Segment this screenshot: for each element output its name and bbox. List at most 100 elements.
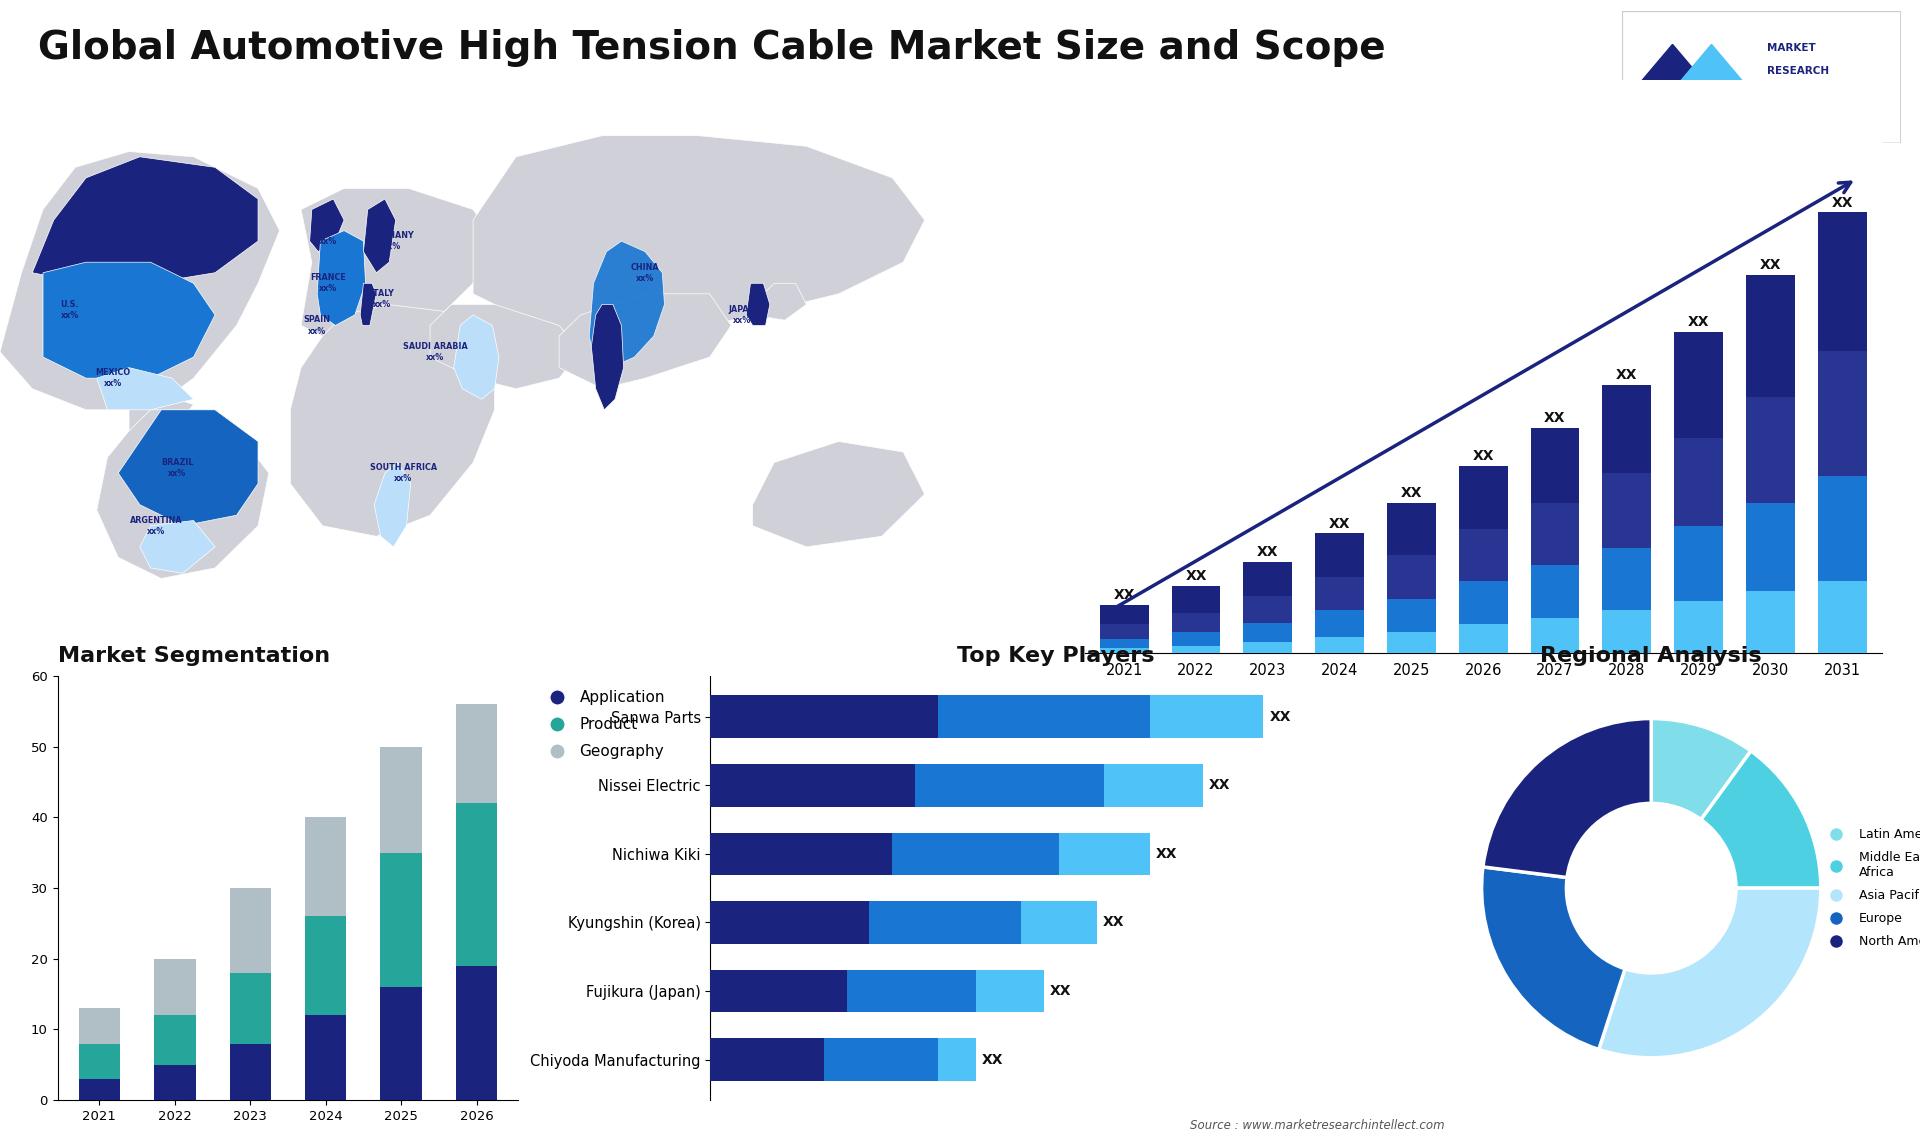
Bar bbox=[1603, 548, 1651, 610]
Bar bbox=[1745, 503, 1795, 591]
Bar bbox=[305, 917, 346, 1015]
Text: XX: XX bbox=[1156, 847, 1177, 861]
Bar bbox=[230, 1044, 271, 1100]
Text: CANADA
xx%: CANADA xx% bbox=[83, 210, 121, 230]
Polygon shape bbox=[1640, 45, 1705, 84]
Bar bbox=[1674, 601, 1722, 653]
Title: Top Key Players: Top Key Players bbox=[958, 646, 1154, 666]
Bar bbox=[380, 853, 422, 987]
Bar bbox=[1818, 352, 1866, 476]
Wedge shape bbox=[1599, 888, 1820, 1058]
Bar bbox=[710, 764, 916, 807]
Bar bbox=[1315, 637, 1363, 653]
Text: XX: XX bbox=[1269, 709, 1290, 723]
Text: XX: XX bbox=[1258, 545, 1279, 559]
Bar bbox=[916, 764, 1104, 807]
Text: XX: XX bbox=[1544, 411, 1565, 425]
Text: XX: XX bbox=[981, 1053, 1002, 1067]
Bar bbox=[1171, 645, 1221, 653]
Bar bbox=[893, 833, 1058, 876]
Bar bbox=[710, 833, 893, 876]
Bar bbox=[1674, 526, 1722, 601]
Bar bbox=[455, 966, 497, 1100]
Text: XX: XX bbox=[1402, 486, 1423, 500]
Polygon shape bbox=[430, 305, 580, 388]
Bar bbox=[1674, 332, 1722, 438]
Bar bbox=[230, 973, 271, 1044]
Bar bbox=[1244, 596, 1292, 622]
Title: Regional Analysis: Regional Analysis bbox=[1540, 646, 1763, 666]
Bar bbox=[1058, 833, 1150, 876]
Wedge shape bbox=[1651, 719, 1751, 819]
Bar bbox=[710, 1038, 824, 1081]
Bar bbox=[79, 1008, 121, 1044]
Bar bbox=[1745, 398, 1795, 503]
Polygon shape bbox=[290, 305, 495, 536]
Bar bbox=[79, 1044, 121, 1080]
Text: XX: XX bbox=[1185, 570, 1208, 583]
Polygon shape bbox=[140, 520, 215, 573]
Text: GERMANY
xx%: GERMANY xx% bbox=[371, 231, 415, 251]
Text: XX: XX bbox=[1050, 984, 1071, 998]
Bar bbox=[824, 1038, 937, 1081]
Bar bbox=[1100, 625, 1148, 638]
Polygon shape bbox=[301, 188, 495, 342]
Polygon shape bbox=[119, 410, 257, 526]
Bar bbox=[1315, 576, 1363, 610]
Bar bbox=[710, 970, 847, 1012]
Bar bbox=[380, 987, 422, 1100]
Bar bbox=[1171, 586, 1221, 613]
Bar bbox=[1530, 429, 1580, 503]
Bar bbox=[1386, 556, 1436, 598]
Bar bbox=[1674, 438, 1722, 526]
Text: U.S.
xx%: U.S. xx% bbox=[61, 299, 79, 320]
Bar bbox=[154, 1065, 196, 1100]
Bar bbox=[1459, 625, 1507, 653]
Bar bbox=[1530, 618, 1580, 653]
Polygon shape bbox=[309, 199, 344, 252]
Bar bbox=[154, 1015, 196, 1065]
FancyBboxPatch shape bbox=[1622, 11, 1901, 143]
Bar bbox=[305, 817, 346, 917]
Bar bbox=[1818, 476, 1866, 581]
Bar bbox=[1315, 533, 1363, 576]
Text: XX: XX bbox=[1759, 258, 1782, 272]
Bar bbox=[710, 901, 870, 943]
Bar bbox=[975, 970, 1044, 1012]
Bar bbox=[455, 803, 497, 966]
Bar bbox=[937, 1038, 975, 1081]
Polygon shape bbox=[747, 283, 770, 325]
Bar bbox=[1603, 610, 1651, 653]
Polygon shape bbox=[472, 135, 925, 336]
Bar bbox=[1171, 613, 1221, 633]
Text: Source : www.marketresearchintellect.com: Source : www.marketresearchintellect.com bbox=[1190, 1120, 1446, 1132]
Bar bbox=[1386, 633, 1436, 653]
Bar bbox=[305, 1015, 346, 1100]
Text: XX: XX bbox=[1329, 517, 1350, 531]
Bar bbox=[1386, 598, 1436, 633]
Polygon shape bbox=[374, 463, 411, 547]
Bar bbox=[380, 747, 422, 853]
Text: XX: XX bbox=[1210, 778, 1231, 792]
Text: SPAIN
xx%: SPAIN xx% bbox=[303, 315, 330, 336]
Bar bbox=[1315, 610, 1363, 637]
Polygon shape bbox=[317, 230, 365, 325]
Bar bbox=[1603, 473, 1651, 548]
Polygon shape bbox=[0, 151, 280, 410]
Wedge shape bbox=[1701, 751, 1820, 888]
Bar bbox=[1244, 622, 1292, 642]
Bar bbox=[1244, 642, 1292, 653]
Polygon shape bbox=[96, 368, 194, 410]
Bar bbox=[455, 705, 497, 803]
Text: XX: XX bbox=[1688, 315, 1709, 329]
Bar bbox=[1100, 638, 1148, 649]
Text: Market Segmentation: Market Segmentation bbox=[58, 646, 330, 666]
Text: Global Automotive High Tension Cable Market Size and Scope: Global Automotive High Tension Cable Mar… bbox=[38, 29, 1386, 66]
Text: U.K.
xx%: U.K. xx% bbox=[319, 226, 338, 246]
Text: JAPAN
xx%: JAPAN xx% bbox=[728, 305, 756, 325]
Text: CHINA
xx%: CHINA xx% bbox=[632, 262, 659, 283]
Legend: Application, Product, Geography: Application, Product, Geography bbox=[536, 684, 672, 766]
Bar bbox=[710, 696, 937, 738]
Bar bbox=[847, 970, 975, 1012]
Polygon shape bbox=[589, 241, 664, 368]
